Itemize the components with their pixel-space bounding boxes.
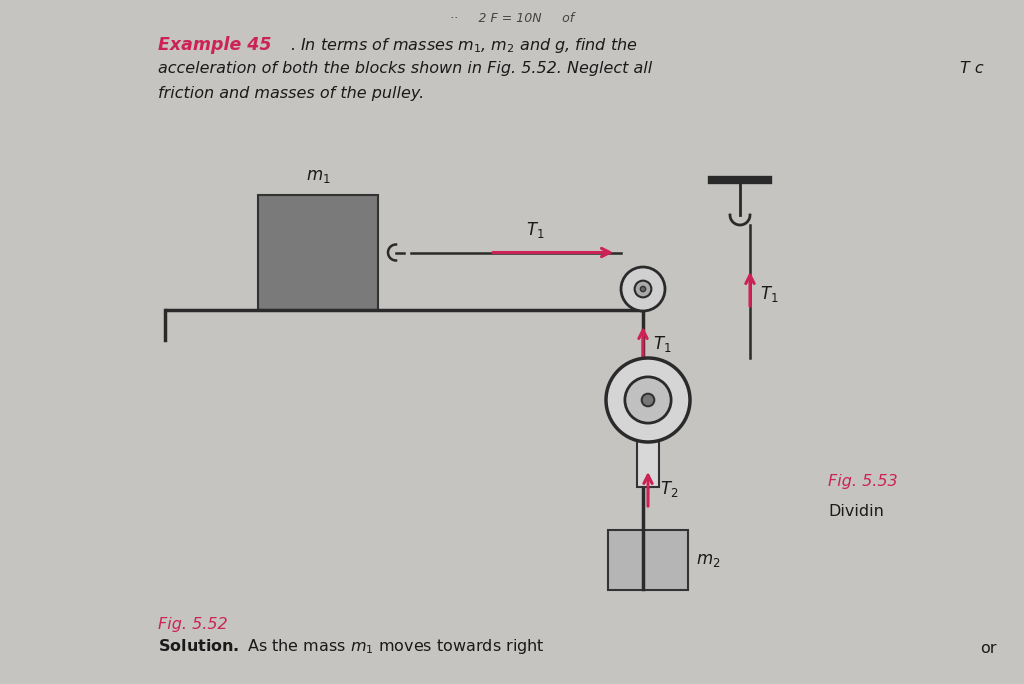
Bar [258, 195, 378, 310]
Text: acceleration of both the blocks shown in Fig. 5.52. Neglect all: acceleration of both the blocks shown in… [158, 61, 652, 76]
Text: friction and masses of the pulley.: friction and masses of the pulley. [158, 86, 424, 101]
Text: $\mathbf{Solution.}$ As the mass $m_1$ moves towards right: $\mathbf{Solution.}$ As the mass $m_1$ m… [158, 637, 545, 656]
Circle shape [625, 377, 671, 423]
Circle shape [606, 358, 690, 442]
Bar [637, 437, 659, 487]
Text: Dividin: Dividin [828, 504, 884, 519]
Text: Example 45: Example 45 [158, 36, 271, 54]
Circle shape [640, 287, 646, 291]
Text: $T_1$: $T_1$ [760, 284, 778, 304]
Text: Fig. 5.52: Fig. 5.52 [158, 617, 227, 632]
Bar [608, 530, 688, 590]
Text: $T_1$: $T_1$ [525, 220, 545, 241]
Text: $T_1$: $T_1$ [653, 334, 672, 354]
Text: T c: T c [961, 61, 984, 76]
Text: $T_2$: $T_2$ [660, 479, 679, 499]
Circle shape [621, 267, 665, 311]
Circle shape [635, 280, 651, 298]
Circle shape [642, 394, 654, 406]
Text: $m_2$: $m_2$ [696, 551, 721, 569]
Text: or: or [980, 641, 996, 656]
Text: . In terms of masses $m_1$, $m_2$ and $g$, find the: . In terms of masses $m_1$, $m_2$ and $g… [290, 36, 638, 55]
Text: $m_1$: $m_1$ [306, 167, 331, 185]
Text: ··   2 F = 10N   of: ·· 2 F = 10N of [450, 12, 574, 25]
Text: Fig. 5.53: Fig. 5.53 [828, 474, 898, 489]
